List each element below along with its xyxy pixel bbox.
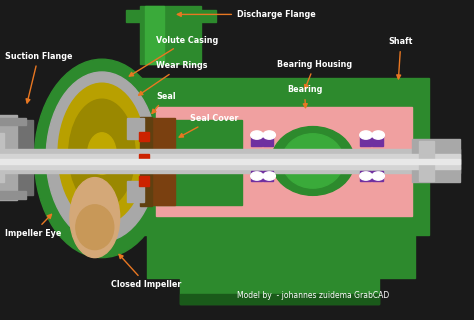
Bar (419, 141, 434, 181)
Bar (0, 191, 26, 199)
Bar (145, 118, 175, 205)
Bar (0, 154, 460, 169)
Text: Bearing: Bearing (287, 85, 322, 108)
Bar (139, 154, 149, 163)
Ellipse shape (70, 178, 119, 258)
Text: Seal Cover: Seal Cover (179, 114, 238, 137)
Bar (140, 6, 201, 64)
Circle shape (263, 172, 275, 180)
Bar (412, 139, 460, 182)
Text: Model by  - johannes zuidema GrabCAD: Model by - johannes zuidema GrabCAD (237, 292, 389, 300)
Ellipse shape (69, 99, 135, 208)
Ellipse shape (76, 205, 114, 250)
Circle shape (251, 172, 263, 180)
Ellipse shape (88, 133, 116, 174)
Text: Discharge Flange: Discharge Flange (177, 10, 316, 19)
Bar (251, 136, 262, 146)
Text: Seal: Seal (152, 92, 176, 113)
Text: Bearing Housing: Bearing Housing (277, 60, 352, 89)
Circle shape (372, 131, 384, 139)
Bar (360, 136, 371, 146)
Bar (147, 232, 415, 278)
Bar (0, 120, 33, 195)
Bar (0, 133, 4, 182)
Ellipse shape (58, 83, 146, 224)
Bar (360, 171, 371, 181)
Ellipse shape (35, 59, 169, 258)
Circle shape (372, 172, 384, 180)
Bar (145, 6, 164, 64)
Text: Impeller Eye: Impeller Eye (5, 214, 61, 238)
Bar (180, 243, 379, 304)
Circle shape (263, 131, 275, 139)
Bar (139, 176, 149, 186)
Bar (251, 171, 262, 181)
Bar (0, 118, 26, 125)
Circle shape (360, 172, 372, 180)
Bar (0, 115, 17, 200)
Text: Closed Impeller: Closed Impeller (111, 254, 182, 289)
Bar (128, 78, 429, 235)
Bar (263, 136, 273, 146)
Bar (140, 117, 152, 206)
Circle shape (251, 131, 263, 139)
Text: Suction Flange: Suction Flange (5, 52, 72, 103)
Text: Wear Rings: Wear Rings (139, 61, 208, 95)
Ellipse shape (282, 134, 344, 188)
Bar (263, 171, 273, 181)
Bar (0, 149, 460, 173)
Circle shape (360, 131, 372, 139)
Bar (126, 10, 216, 22)
Bar (139, 132, 149, 141)
Bar (372, 136, 383, 146)
Bar (127, 181, 144, 202)
Ellipse shape (46, 72, 157, 242)
Bar (156, 120, 242, 205)
Text: Shaft: Shaft (389, 37, 413, 79)
Bar (0, 159, 460, 164)
Bar (180, 294, 379, 304)
Ellipse shape (271, 127, 355, 195)
Bar (156, 107, 412, 216)
Text: Volute Casing: Volute Casing (129, 36, 219, 76)
Bar (372, 171, 383, 181)
Bar (127, 118, 144, 139)
